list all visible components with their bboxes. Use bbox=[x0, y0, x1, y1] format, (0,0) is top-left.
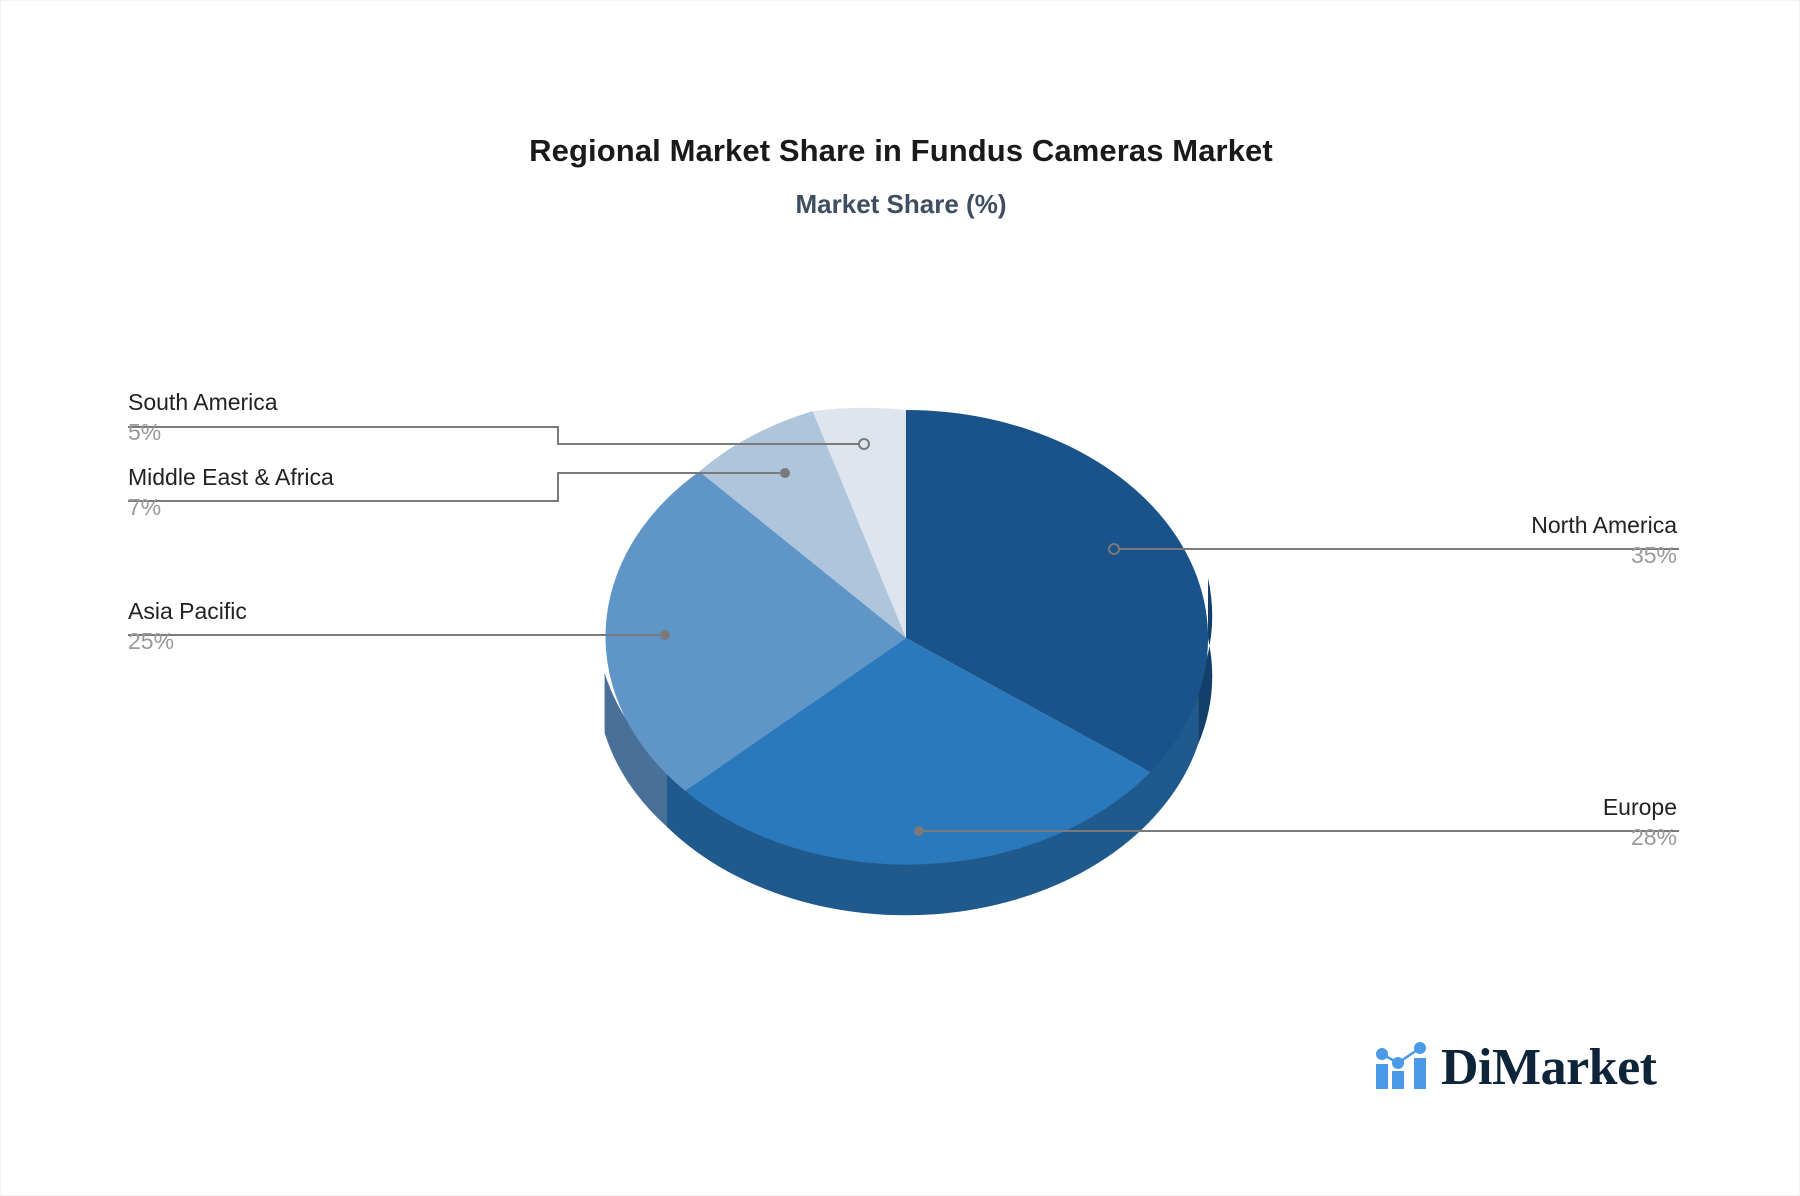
callout-label-middle-east-africa: Middle East & Africa bbox=[128, 464, 334, 490]
bar-chart-icon bbox=[1373, 1038, 1429, 1097]
slice-side-europe bbox=[667, 684, 1199, 916]
chart-title: Regional Market Share in Fundus Cameras … bbox=[529, 133, 1273, 168]
leader-line-south-america bbox=[128, 426, 870, 450]
slice-top-north-america bbox=[906, 410, 1209, 772]
slice-side-north-america bbox=[1198, 578, 1213, 745]
leader-line-asia-pacific bbox=[128, 630, 670, 640]
callout-europe: Europe 28% bbox=[1603, 792, 1677, 852]
chart-subtitle: Market Share (%) bbox=[795, 189, 1007, 219]
slice-top-asia-pacific bbox=[605, 471, 906, 791]
callout-value-europe: 28% bbox=[1630, 824, 1677, 850]
brand-logo: DiMarket bbox=[1373, 1038, 1657, 1097]
callout-label-north-america: North America bbox=[1531, 512, 1677, 538]
callout-label-south-america: South America bbox=[128, 389, 278, 415]
callout-south-america: South America 5% bbox=[128, 387, 278, 447]
callout-label-asia-pacific: Asia Pacific bbox=[128, 598, 247, 624]
callout-value-asia-pacific: 25% bbox=[128, 628, 175, 654]
callout-asia-pacific: Asia Pacific 25% bbox=[128, 596, 247, 656]
callout-label-europe: Europe bbox=[1602, 794, 1677, 820]
callout-value-north-america: 35% bbox=[1630, 542, 1677, 568]
slice-side-asia-pacific bbox=[604, 672, 667, 827]
callout-value-south-america: 5% bbox=[128, 419, 162, 445]
slice-top-south-america bbox=[812, 407, 906, 638]
slice-top-europe bbox=[685, 638, 1151, 865]
callout-middle-east-africa: Middle East & Africa 7% bbox=[128, 462, 334, 522]
leader-line-middle-east-africa bbox=[128, 468, 790, 502]
slice-top-middle-east-africa bbox=[699, 411, 906, 638]
brand-name: DiMarket bbox=[1441, 1038, 1657, 1096]
callout-value-middle-east-africa: 7% bbox=[128, 494, 162, 520]
callout-north-america: North America 35% bbox=[1531, 510, 1677, 570]
